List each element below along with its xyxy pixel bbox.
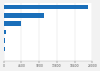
Bar — [4, 47, 5, 51]
Bar — [4, 30, 6, 34]
Bar — [4, 5, 88, 9]
Bar — [4, 21, 21, 26]
Bar — [4, 13, 44, 18]
Bar — [4, 38, 5, 43]
